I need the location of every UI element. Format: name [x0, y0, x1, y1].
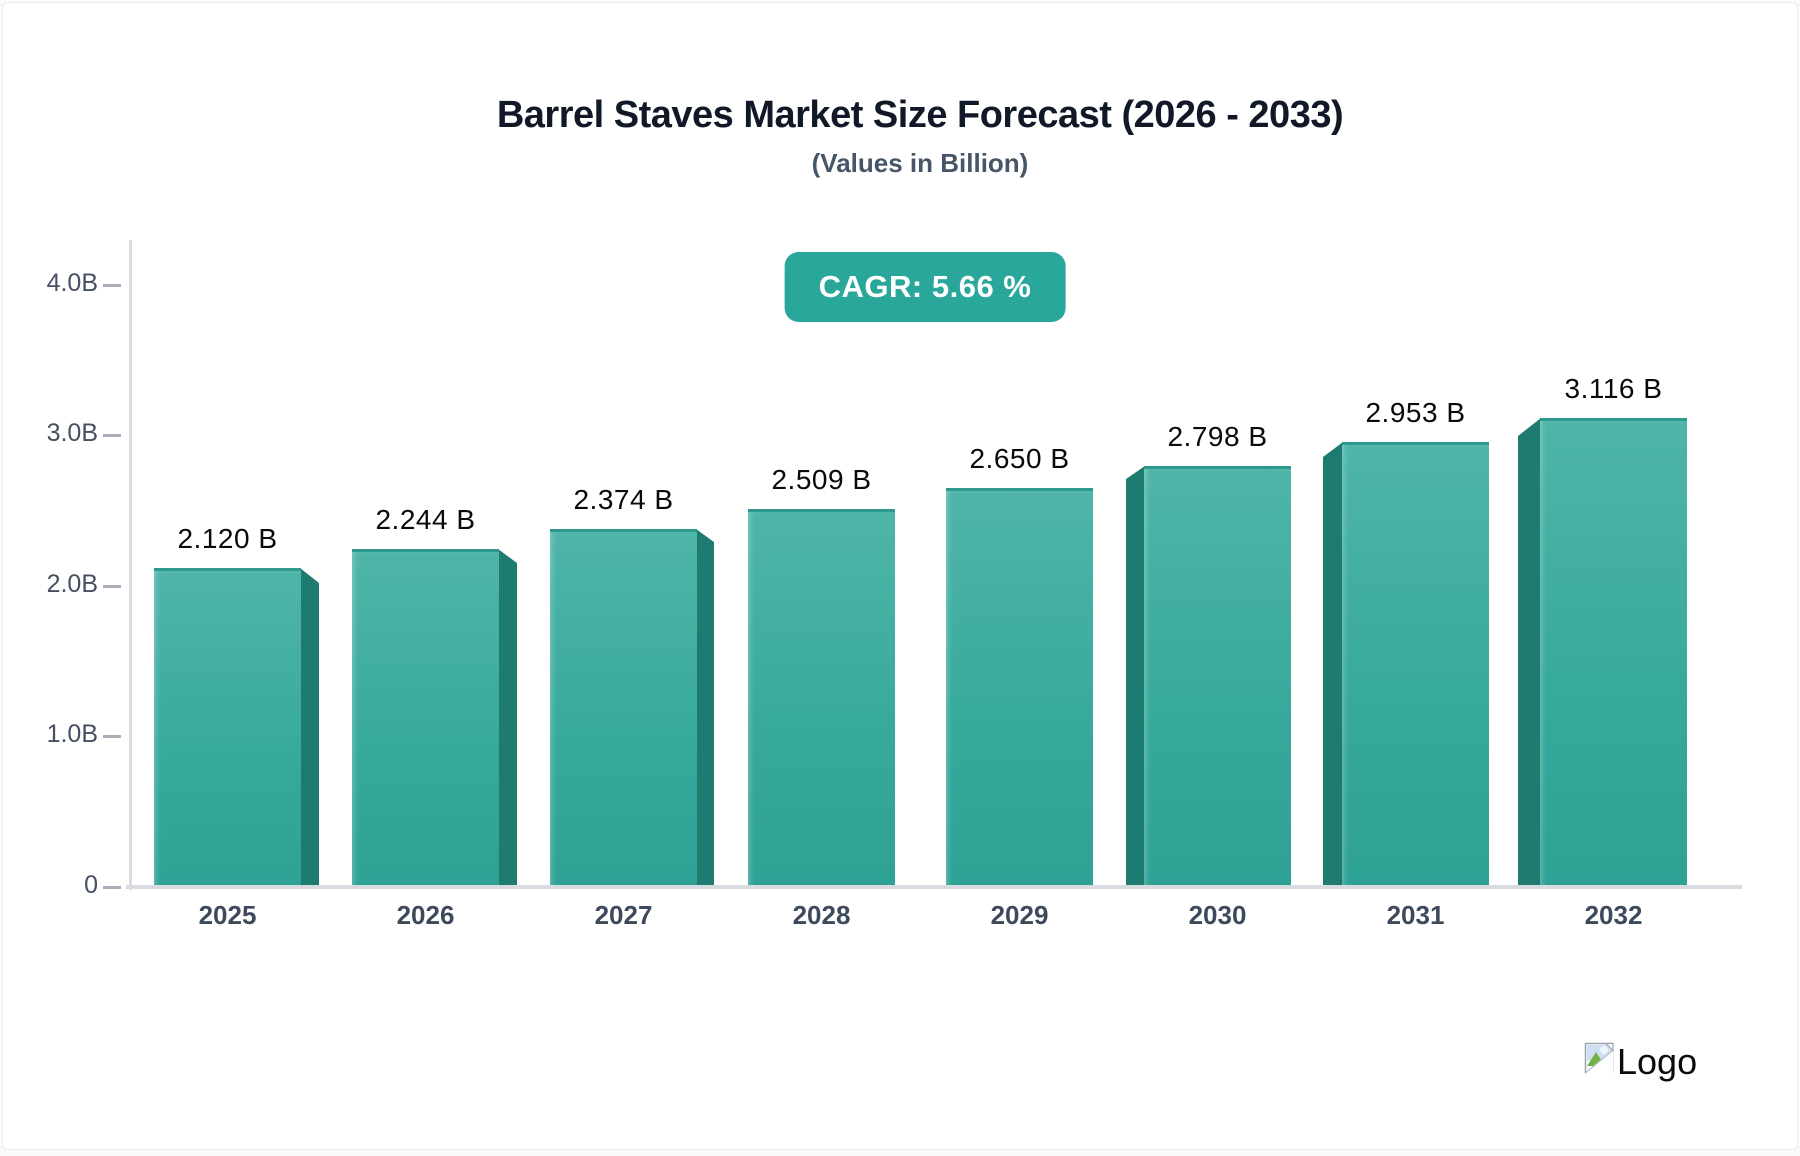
- cagr-badge: CAGR: 5.66 %: [784, 252, 1066, 322]
- y-tick-label: 3.0B: [46, 419, 98, 447]
- bar-side-face: [498, 549, 517, 889]
- bar-2030: [1144, 466, 1291, 889]
- bar-2027: [550, 529, 697, 889]
- y-tick: [103, 886, 121, 889]
- bar-value-label: 2.244 B: [375, 504, 476, 535]
- bar-value-label: 2.953 B: [1365, 397, 1466, 428]
- bar-side-face: [1126, 466, 1145, 889]
- logo-text: Logo: [1617, 1041, 1698, 1082]
- x-tick-label-2029: 2029: [990, 900, 1049, 930]
- bar-value-label: 2.509 B: [771, 464, 872, 495]
- y-tick-label: 2.0B: [46, 570, 98, 598]
- y-tick-label: 1.0B: [46, 720, 98, 748]
- y-tick: [103, 735, 121, 738]
- y-axis-line: [129, 240, 132, 890]
- logo: Logo: [1584, 1040, 1697, 1084]
- y-tick: [103, 585, 121, 588]
- x-tick-label-2027: 2027: [594, 900, 653, 930]
- bar-2025: [154, 568, 301, 889]
- x-tick-label-2032: 2032: [1584, 900, 1643, 930]
- bar-value-label: 2.120 B: [177, 523, 278, 554]
- bar-side-face: [1323, 442, 1343, 889]
- x-tick-label-2028: 2028: [792, 900, 851, 930]
- x-tick-label-2031: 2031: [1386, 900, 1445, 930]
- bar-value-label: 2.374 B: [573, 484, 674, 515]
- x-tick-label-2025: 2025: [198, 900, 257, 930]
- y-tick: [103, 284, 121, 287]
- bar-value-label: 2.650 B: [969, 443, 1070, 474]
- bar-2031: [1342, 442, 1489, 889]
- bar-2029: [946, 488, 1093, 889]
- bar-2028: [748, 509, 895, 889]
- x-axis-line: [126, 885, 1742, 889]
- bar-side-face: [696, 529, 714, 889]
- bar-2032: [1540, 418, 1687, 889]
- x-tick-label-2030: 2030: [1188, 900, 1247, 930]
- bar-side-face: [300, 568, 319, 889]
- y-tick: [103, 434, 121, 437]
- x-tick-label-2026: 2026: [396, 900, 455, 930]
- bar-side-face: [1518, 418, 1541, 889]
- bar-value-label: 3.116 B: [1564, 373, 1663, 404]
- bar-2026: [352, 549, 499, 889]
- y-tick-label: 4.0B: [46, 269, 98, 297]
- broken-image-icon: [1584, 1042, 1614, 1074]
- chart-title: Barrel Staves Market Size Forecast (2026…: [496, 94, 1344, 136]
- chart-subtitle: (Values in Billion): [811, 148, 1029, 178]
- y-tick-label: 0: [84, 871, 98, 899]
- bar-value-label: 2.798 B: [1167, 421, 1268, 452]
